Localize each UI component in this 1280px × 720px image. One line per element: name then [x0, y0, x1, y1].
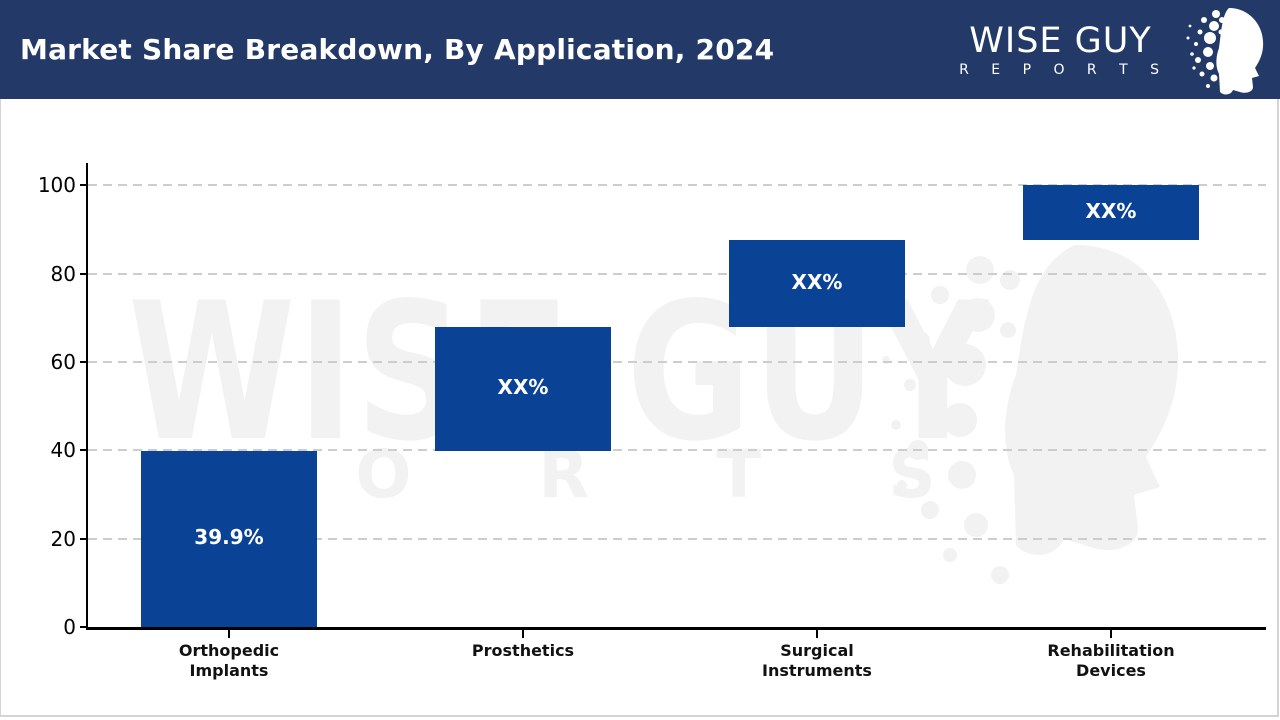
logo-head-icon [1186, 7, 1264, 94]
bar-1 [141, 450, 317, 627]
bar-label-3: XX% [791, 269, 843, 294]
gridline-60 [88, 360, 1266, 363]
gridline-100 [88, 184, 1266, 187]
bar-4 [1023, 185, 1199, 241]
bar-3 [729, 240, 905, 328]
logo-name: WISE GUY [969, 20, 1152, 61]
x-tick-1 [228, 630, 230, 638]
y-tick-label-60: 60 [50, 349, 76, 374]
y-tick-label-80: 80 [50, 261, 76, 286]
y-tick-60 [80, 360, 88, 363]
bar-label-1: 39.9% [194, 524, 264, 549]
gridline-20 [88, 537, 1266, 540]
x-tick-2 [522, 630, 524, 638]
logo-wordmark: WISE GUY R E P O R T S [953, 22, 1168, 78]
page-title: Market Share Breakdown, By Application, … [20, 33, 775, 66]
x-axis-spine [86, 627, 1266, 630]
x-tick-4 [1110, 630, 1112, 638]
bar-label-4: XX% [1085, 198, 1137, 223]
gridline-80 [88, 272, 1266, 275]
bar-2 [435, 327, 611, 451]
y-tick-label-40: 40 [50, 438, 76, 463]
y-tick-0 [80, 626, 88, 628]
bar-label-2: XX% [497, 374, 549, 399]
header-bar: Market Share Breakdown, By Application, … [0, 0, 1280, 99]
gridline-40 [88, 449, 1266, 452]
y-tick-20 [80, 537, 88, 540]
x-tick-3 [816, 630, 818, 638]
x-category-label-1: Orthopedic Implants [178, 641, 280, 680]
y-axis-spine [86, 163, 88, 630]
y-tick-label-20: 20 [50, 526, 76, 551]
x-category-label-4: Rehabilitation Devices [1047, 641, 1175, 680]
x-category-label-2: Prosthetics [471, 641, 575, 660]
y-tick-label-0: 0 [63, 615, 76, 639]
y-tick-80 [80, 272, 88, 275]
y-tick-100 [80, 184, 88, 187]
y-tick-40 [80, 449, 88, 452]
x-category-label-3: Surgical Instruments [762, 641, 872, 680]
y-tick-label-100: 100 [37, 173, 76, 198]
wiseguy-logo: WISE GUY R E P O R T S [953, 4, 1266, 96]
logo-subtitle: R E P O R T S [959, 61, 1168, 78]
